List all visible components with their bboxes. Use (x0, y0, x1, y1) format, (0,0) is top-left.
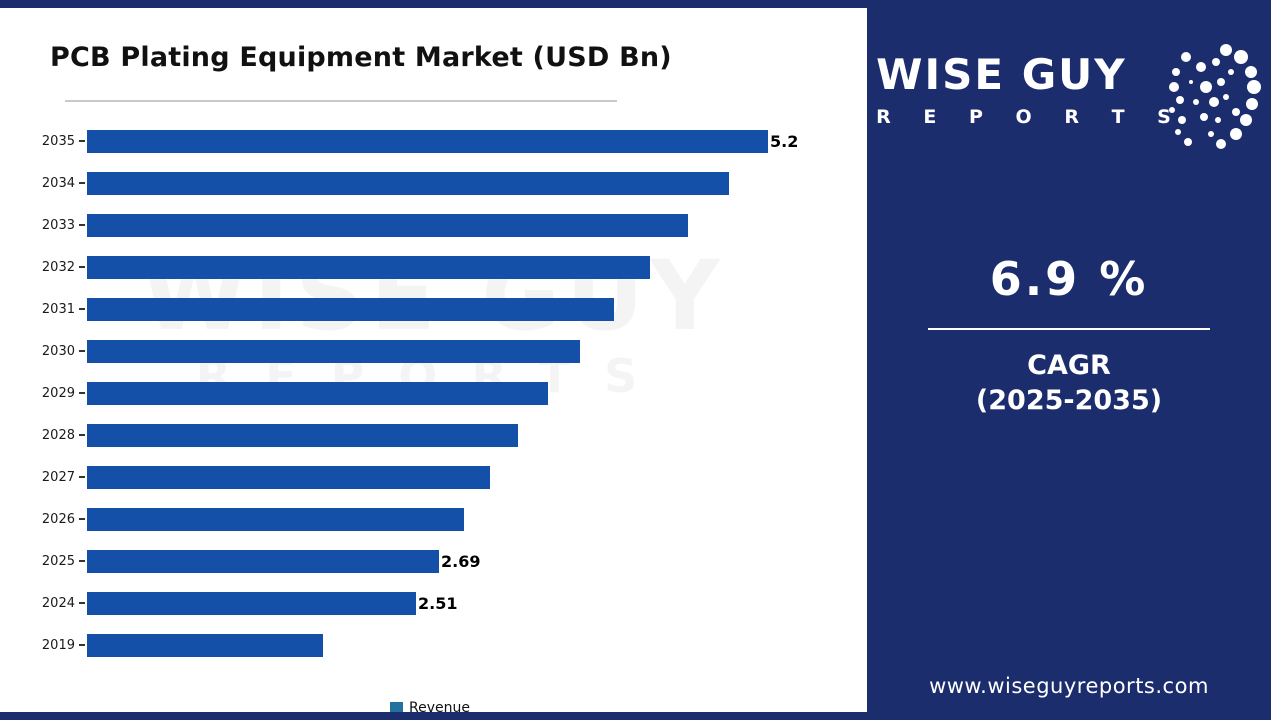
bar-chart: 2035 5.2 2034 2033 2032 2031 2030 2029 2028 2027 2… (0, 120, 860, 666)
title-underline (65, 100, 617, 102)
y-axis-label: 2029 (41, 385, 75, 401)
y-axis-label: 2026 (41, 511, 75, 527)
bar-row-2034: 2034 (0, 162, 860, 204)
y-axis-tick (79, 560, 85, 562)
y-axis-label: 2024 (41, 595, 75, 611)
cagr-period: (2025-2035) (975, 385, 1163, 416)
y-axis-tick (79, 182, 85, 184)
brand-name: WISE GUY (876, 50, 1127, 99)
y-axis-tick (79, 392, 85, 394)
y-axis-label: 2033 (41, 217, 75, 233)
y-axis-label: 2034 (41, 175, 75, 191)
revenue-bar-2027 (87, 465, 490, 489)
bar-row-2024: 2024 2.51 (0, 582, 860, 624)
bar-value-label: 2.51 (418, 593, 458, 613)
y-axis-tick (79, 350, 85, 352)
brand-logo: WISE GUY R E P O R T S (867, 42, 1271, 154)
y-axis-label: 2035 (41, 133, 75, 149)
legend-swatch (390, 701, 403, 712)
cagr-label: CAGR (1027, 350, 1111, 381)
website-url: www.wiseguyreports.com (929, 674, 1209, 698)
bar-row-2028: 2028 (0, 414, 860, 456)
chart-panel: PCB Plating Equipment Market (USD Bn) WI… (0, 0, 867, 720)
revenue-bar-2025 (87, 549, 439, 573)
y-axis-tick (79, 602, 85, 604)
bar-row-2029: 2029 (0, 372, 860, 414)
y-axis-tick (79, 518, 85, 520)
legend: Revenue (0, 700, 860, 716)
bar-row-2030: 2030 (0, 330, 860, 372)
brand-logo-text: WISE GUY R E P O R T S (876, 50, 1184, 129)
y-axis-label: 2030 (41, 343, 75, 359)
head-profile-icon (1168, 44, 1261, 149)
revenue-bar-2031 (87, 297, 614, 321)
y-axis-tick (79, 434, 85, 436)
y-axis-label: 2025 (41, 553, 75, 569)
bar-row-2032: 2032 (0, 246, 860, 288)
revenue-bar-2034 (87, 171, 729, 195)
cagr-value: 6.9 % (989, 252, 1149, 306)
bar-row-2025: 2025 2.69 (0, 540, 860, 582)
y-axis-label: 2027 (41, 469, 75, 485)
bar-row-2033: 2033 (0, 204, 860, 246)
revenue-bar-2028 (87, 423, 518, 447)
y-axis-tick (79, 644, 85, 646)
y-axis-tick (79, 476, 85, 478)
revenue-bar-2033 (87, 213, 688, 237)
bar-row-2026: 2026 (0, 498, 860, 540)
legend-label: Revenue (409, 700, 470, 716)
revenue-bar-2030 (87, 339, 580, 363)
brand-subtitle: R E P O R T S (876, 106, 1184, 128)
bar-row-2019: 2019 (0, 624, 860, 666)
revenue-bar-2024 (87, 591, 416, 615)
y-axis-tick (79, 266, 85, 268)
cagr-block: 6.9 % CAGR (2025-2035) (867, 252, 1271, 416)
y-axis-tick (79, 224, 85, 226)
y-axis-tick (79, 140, 85, 142)
page-title: PCB Plating Equipment Market (USD Bn) (50, 42, 672, 73)
bar-row-2027: 2027 (0, 456, 860, 498)
revenue-bar-2026 (87, 507, 464, 531)
y-axis-label: 2032 (41, 259, 75, 275)
bar-row-2031: 2031 (0, 288, 860, 330)
revenue-bar-2019 (87, 633, 323, 657)
revenue-bar-2029 (87, 381, 548, 405)
y-axis-tick (79, 308, 85, 310)
sidebar: WISE GUY R E P O R T S (867, 0, 1271, 720)
revenue-bar-2032 (87, 255, 650, 279)
bar-value-label: 2.69 (441, 551, 481, 571)
bar-value-label: 5.2 (770, 131, 799, 151)
revenue-bar-2035 (87, 129, 768, 153)
y-axis-label: 2019 (41, 637, 75, 653)
cagr-divider (928, 328, 1210, 330)
y-axis-label: 2031 (41, 301, 75, 317)
y-axis-label: 2028 (41, 427, 75, 443)
bar-row-2035: 2035 5.2 (0, 120, 860, 162)
